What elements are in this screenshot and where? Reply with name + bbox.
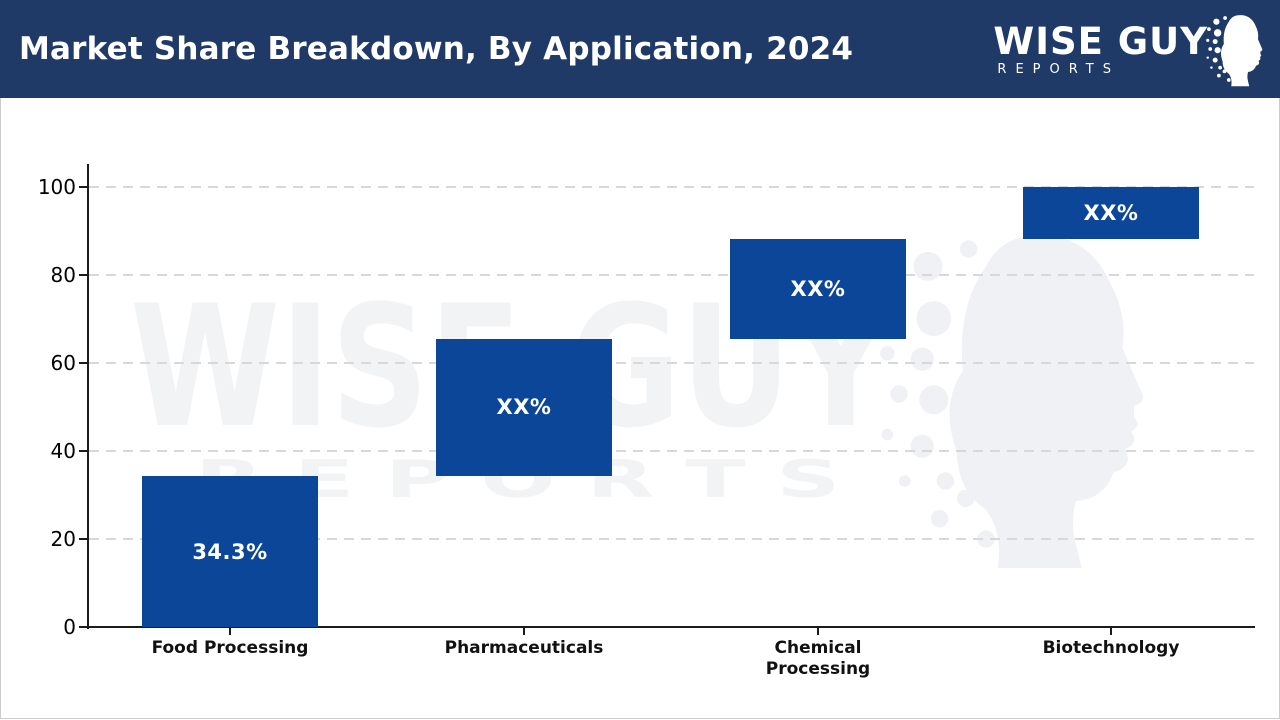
bar-value-label: XX% [790, 276, 846, 301]
header-bar: Market Share Breakdown, By Application, … [0, 0, 1280, 98]
y-tick-mark [79, 450, 87, 452]
bar-value-label: XX% [1083, 200, 1139, 225]
bar-segment: XX% [730, 238, 906, 339]
y-tick-mark [79, 626, 87, 628]
x-axis-line [87, 626, 1255, 628]
x-category-label: Chemical Processing [765, 638, 871, 680]
brand-logo: WISE GUY REPORTS [993, 11, 1266, 87]
x-category-label: Pharmaceuticals [444, 638, 604, 658]
brand-logo-text: WISE GUY REPORTS [993, 23, 1208, 76]
gridline [89, 450, 1254, 452]
brand-subtitle: REPORTS [997, 61, 1121, 77]
gridline [89, 274, 1254, 276]
x-category-label: Biotechnology [1042, 638, 1180, 658]
y-tick-mark [79, 186, 87, 188]
y-tick-mark [79, 274, 87, 276]
y-tick-label: 20 [50, 527, 76, 551]
gridline [89, 538, 1254, 540]
y-tick-label: 60 [50, 351, 76, 375]
page-title: Market Share Breakdown, By Application, … [19, 31, 854, 67]
y-axis-line [87, 164, 89, 629]
y-tick-label: 80 [50, 263, 76, 287]
x-tick-mark [523, 628, 525, 635]
brand-name: WISE GUY [993, 19, 1208, 63]
bar-segment: XX% [1023, 187, 1199, 239]
y-tick-label: 100 [37, 175, 76, 199]
y-tick-mark [79, 362, 87, 364]
bar-segment: XX% [436, 338, 612, 477]
bar-value-label: XX% [496, 395, 552, 420]
x-tick-mark [1110, 628, 1112, 635]
y-tick-label: 0 [63, 615, 76, 639]
bar-value-label: 34.3% [192, 539, 268, 564]
y-tick-mark [79, 538, 87, 540]
y-tick-label: 40 [50, 439, 76, 463]
x-tick-mark [229, 628, 231, 635]
gridline [89, 362, 1254, 364]
head-silhouette-icon [1206, 15, 1263, 87]
gridline [89, 186, 1254, 188]
x-category-label: Food Processing [151, 638, 309, 658]
bar-segment: 34.3% [142, 476, 318, 627]
x-tick-mark [817, 628, 819, 635]
